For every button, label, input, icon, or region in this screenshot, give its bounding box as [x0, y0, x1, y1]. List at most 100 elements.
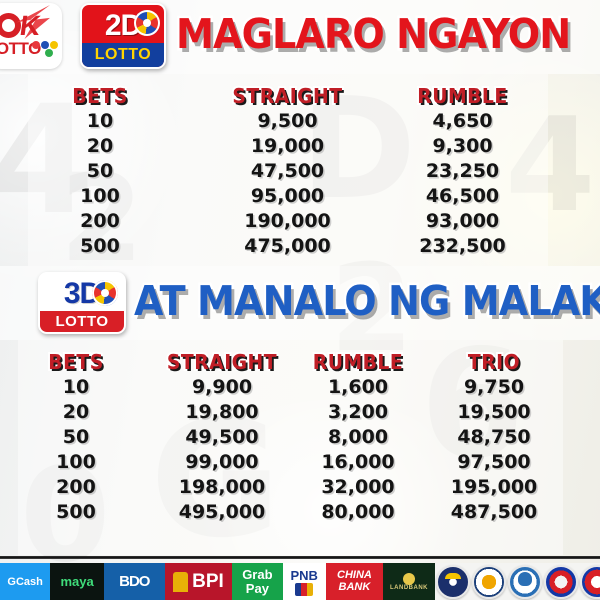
- trio-payout: 48,750: [457, 425, 531, 448]
- landbank-logo[interactable]: LANDBANK: [383, 563, 435, 600]
- pcso-seal[interactable]: [436, 564, 470, 599]
- 2d-badge-word: LOTTO: [94, 46, 152, 63]
- trio-payout: 195,000: [450, 475, 538, 498]
- table-row: 500 475,000 232,500: [0, 233, 600, 258]
- table-row: 500 495,000 80,000 487,500: [0, 499, 600, 524]
- rumble-payout: 32,000: [321, 475, 395, 498]
- 3d-lotto-badge: 3D LOTTO: [38, 272, 126, 334]
- 3d-badge-top: 3D: [40, 274, 124, 314]
- straight-payout: 95,000: [250, 184, 325, 207]
- straight-payout: 19,000: [250, 134, 325, 157]
- bet-amount: 20: [86, 134, 114, 157]
- agency-seal[interactable]: [508, 564, 542, 599]
- straight-payout: 19,800: [185, 400, 259, 423]
- rumble-payout: 93,000: [425, 209, 500, 232]
- 2d-badge-top: 2D: [82, 5, 164, 47]
- column-header-rumble: RUMBLE: [415, 82, 509, 110]
- table-row: 20 19,000 9,300: [0, 133, 600, 158]
- chinabank-label: CHINA BANK: [337, 568, 372, 593]
- rumble-payout: 46,500: [425, 184, 500, 207]
- bdo-label: BDO: [119, 573, 150, 590]
- table-row: 50 49,500 8,000 48,750: [0, 424, 600, 449]
- table-row: 10 9,900 1,600 9,750: [0, 374, 600, 399]
- table-row: 10 9,500 4,650: [0, 108, 600, 133]
- content-panel: [28, 74, 548, 266]
- trio-payout: 19,500: [457, 400, 531, 423]
- pinwheel-icon: [92, 280, 118, 306]
- bet-amount: 50: [86, 159, 114, 182]
- header-band-3d: 3D LOTTO AT MANALO NG MALAKI!: [0, 267, 600, 339]
- bet-amount: 10: [86, 109, 114, 132]
- rumble-payout: 3,200: [327, 400, 389, 423]
- government-seals-group: [435, 563, 600, 600]
- bpi-crest-icon: [173, 571, 189, 592]
- bet-amount: 100: [56, 450, 96, 473]
- headline-at-manalo-ng-malaki: AT MANALO NG MALAKI!: [132, 277, 600, 325]
- table-row: 200 198,000 32,000 195,000: [0, 474, 600, 499]
- 3d-badge-word: LOTTO: [55, 313, 109, 330]
- straight-payout: 99,000: [185, 450, 259, 473]
- table-row: 100 95,000 46,500: [0, 183, 600, 208]
- payout-table-3d: BETS STRAIGHT RUMBLE TRIO 10 9,900 1,600…: [0, 348, 600, 524]
- rumble-payout: 1,600: [327, 375, 389, 398]
- rumble-payout: 9,300: [432, 134, 493, 157]
- straight-payout: 198,000: [178, 475, 266, 498]
- rumble-payout: 232,500: [419, 234, 506, 257]
- bpi-label: BPI: [192, 570, 224, 592]
- straight-payout: 495,000: [178, 500, 266, 523]
- bet-amount: 200: [80, 209, 120, 232]
- pnb-label: PNB: [290, 567, 318, 583]
- philippine-sun-seal[interactable]: [544, 564, 578, 599]
- rumble-payout: 16,000: [321, 450, 395, 473]
- landbank-emblem-icon: [403, 572, 415, 585]
- sunburst-seal[interactable]: [472, 564, 506, 599]
- column-header-straight: STRAIGHT: [231, 82, 344, 110]
- table-row: 50 47,500 23,250: [0, 158, 600, 183]
- maya-label: maya: [60, 574, 94, 589]
- chinabank-logo[interactable]: CHINA BANK: [325, 563, 384, 600]
- gcash-logo[interactable]: GCash: [0, 563, 51, 600]
- bpi-logo[interactable]: BPI: [164, 563, 233, 600]
- footer-divider: [0, 556, 600, 559]
- 2d-lotto-badge: 2D LOTTO: [80, 3, 166, 69]
- landbank-label: LANDBANK: [390, 584, 428, 591]
- straight-payout: 475,000: [244, 234, 331, 257]
- ok-letter: K: [17, 10, 43, 41]
- header-band-2d: K LOTTO 2D LOTTO MAGLARO NGAYON: [0, 0, 600, 72]
- straight-payout: 9,900: [191, 375, 253, 398]
- rumble-payout: 23,250: [425, 159, 500, 182]
- column-header-bets: BETS: [70, 82, 129, 110]
- 2d-badge-bottom: LOTTO: [82, 43, 164, 67]
- trio-payout: 487,500: [450, 500, 538, 523]
- column-header-rumble: RUMBLE: [311, 348, 405, 376]
- flag-seal[interactable]: [580, 564, 600, 599]
- payout-table-2d: BETS STRAIGHT RUMBLE 10 9,500 4,650 20 1…: [0, 82, 600, 258]
- pnb-crest-icon: [295, 582, 314, 596]
- column-header-trio: TRIO: [466, 348, 521, 376]
- maya-logo[interactable]: maya: [50, 563, 104, 600]
- rumble-payout: 4,650: [432, 109, 493, 132]
- table-header-row: BETS STRAIGHT RUMBLE: [0, 82, 600, 110]
- rumble-payout: 8,000: [327, 425, 389, 448]
- pinwheel-icon: [134, 10, 160, 36]
- pcso-rays-icon: [445, 573, 461, 580]
- table-row: 20 19,800 3,200 19,500: [0, 399, 600, 424]
- bet-amount: 500: [56, 500, 96, 523]
- straight-payout: 9,500: [257, 109, 318, 132]
- table-header-row: BETS STRAIGHT RUMBLE TRIO: [0, 348, 600, 376]
- column-header-straight: STRAIGHT: [165, 348, 278, 376]
- grabpay-logo[interactable]: Grab Pay: [232, 563, 283, 600]
- straight-payout: 49,500: [185, 425, 259, 448]
- rumble-payout: 80,000: [321, 500, 395, 523]
- agency-emblem-icon: [518, 571, 532, 586]
- bet-amount: 100: [80, 184, 120, 207]
- ok-lotto-wordmark: LOTTO: [0, 39, 41, 58]
- pnb-logo[interactable]: PNB: [282, 563, 326, 600]
- bdo-logo[interactable]: BDO: [103, 563, 165, 600]
- bet-amount: 10: [62, 375, 90, 398]
- ok-ring-icon: [0, 13, 21, 38]
- bet-amount: 500: [80, 234, 120, 257]
- ok-lottery-balls-icon: [32, 41, 58, 59]
- bet-amount: 50: [62, 425, 90, 448]
